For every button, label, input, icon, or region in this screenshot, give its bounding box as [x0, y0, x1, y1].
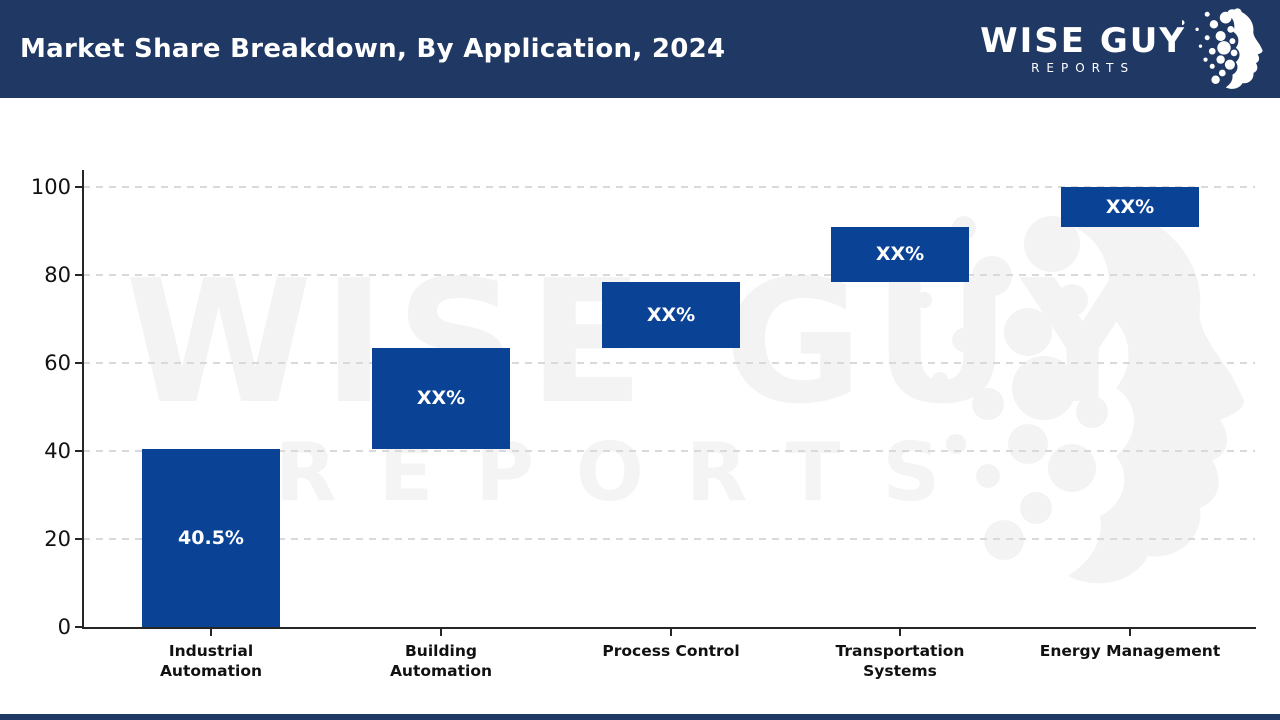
y-tick-60 — [75, 362, 83, 364]
bar-building-automation: XX% — [372, 347, 510, 449]
category-label-line: Automation — [389, 662, 493, 680]
bar-value-label: XX% — [646, 303, 696, 326]
y-tick-label-60: 60 — [44, 351, 71, 375]
page-title: Market Share Breakdown, By Application, … — [20, 34, 726, 64]
watermark-face-icon — [860, 180, 1260, 604]
x-tick-4 — [1129, 629, 1131, 636]
x-axis-line — [82, 627, 1256, 629]
gridline-y60 — [83, 362, 1255, 364]
y-tick-20 — [75, 538, 83, 540]
y-tick-0 — [75, 626, 83, 628]
category-label-line: Energy Management — [1039, 642, 1221, 660]
category-label-1: Building Automation — [326, 641, 556, 681]
bar-process-control: XX% — [602, 281, 740, 348]
bar-energy-management: XX% — [1061, 187, 1199, 227]
gridline-y40 — [83, 450, 1255, 452]
logo-subtitle: REPORTS — [1031, 60, 1136, 75]
category-label-line: Transportation — [835, 642, 965, 660]
y-tick-label-100: 100 — [30, 175, 71, 199]
y-tick-100 — [75, 186, 83, 188]
category-label-line: Process Control — [602, 642, 740, 660]
y-axis-line — [82, 170, 84, 629]
category-label-0: Industrial Automation — [96, 641, 326, 681]
y-tick-label-20: 20 — [44, 527, 71, 551]
bar-industrial-automation: 40.5% — [142, 448, 280, 627]
y-tick-label-80: 80 — [44, 263, 71, 287]
gridline-y20 — [83, 538, 1255, 540]
y-tick-40 — [75, 450, 83, 452]
x-tick-2 — [670, 629, 672, 636]
x-tick-3 — [899, 629, 901, 636]
market-share-chart: 40.5% XX% XX% XX% XX% 0 20 40 60 80 100 Industrial… — [0, 98, 1280, 714]
category-label-line: Industrial — [168, 642, 254, 660]
bar-value-label: XX% — [875, 243, 925, 266]
category-label-2: Process Control — [556, 641, 786, 661]
category-label-line: Automation — [159, 662, 263, 680]
bar-transportation-systems: XX% — [831, 226, 969, 282]
dotted-face-logo-icon — [1179, 4, 1266, 94]
category-label-line: Systems — [863, 662, 937, 680]
header-bar: Market Share Breakdown, By Application, … — [0, 0, 1280, 98]
y-tick-label-0: 0 — [57, 615, 71, 639]
gridline-y80 — [83, 274, 1255, 276]
y-tick-80 — [75, 274, 83, 276]
y-tick-label-40: 40 — [44, 439, 71, 463]
x-tick-1 — [440, 629, 442, 636]
category-label-4: Energy Management — [1015, 641, 1245, 661]
bar-value-label: XX% — [1105, 195, 1155, 218]
category-label-3: Transportation Systems — [785, 641, 1015, 681]
x-tick-0 — [210, 629, 212, 636]
footer-bar — [0, 714, 1280, 720]
logo-name: WISE GUY — [980, 20, 1186, 61]
wise-guy-logo: WISE GUY REPORTS — [980, 4, 1266, 94]
bar-value-label: XX% — [416, 387, 466, 410]
gridline-y100 — [83, 186, 1255, 188]
bar-value-label: 40.5% — [178, 526, 244, 549]
category-label-line: Building — [404, 642, 477, 660]
